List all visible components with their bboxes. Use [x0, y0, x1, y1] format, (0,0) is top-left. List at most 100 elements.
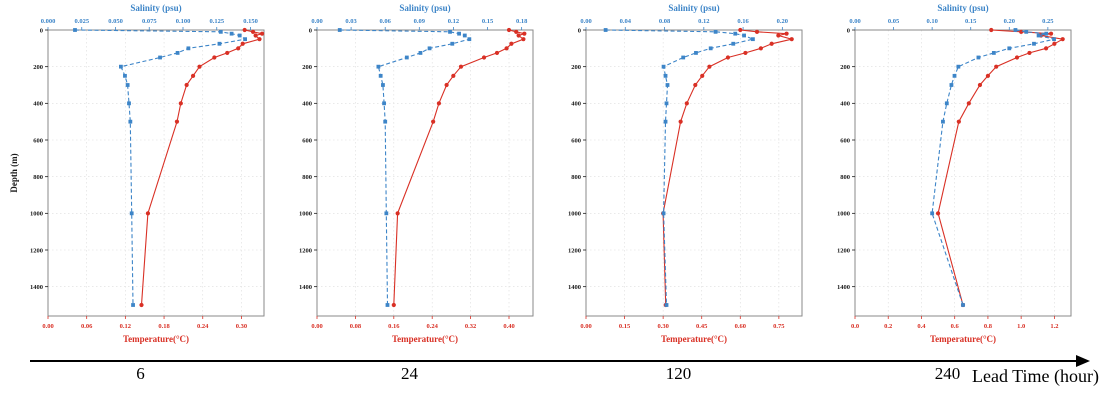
salinity-tick-label: 0.20 [777, 18, 788, 25]
temperature-tick-label: 0.00 [42, 323, 53, 330]
salinity-tick-label: 0.10 [926, 18, 937, 25]
salinity-marker [731, 41, 736, 46]
temperature-marker [684, 101, 689, 106]
temperature-marker [236, 46, 241, 51]
temperature-marker [678, 119, 683, 124]
depth-tick-label: 1400 [568, 284, 581, 291]
salinity-tick-label: 0.15 [965, 18, 977, 25]
temperature-marker [1019, 29, 1024, 34]
depth-tick-label: 800 [571, 174, 581, 181]
depth-tick-label: 800 [33, 174, 43, 181]
salinity-tick-label: 0.12 [698, 18, 709, 25]
lead-time-label-24: 24 [401, 364, 418, 383]
temperature-tick-label: 0.18 [158, 323, 170, 330]
salinity-tick-label: 0.050 [108, 18, 123, 25]
temperature-marker [521, 37, 526, 42]
temperature-line [662, 29, 792, 306]
temperature-tick-label: 0.15 [619, 323, 631, 330]
temperature-marker [174, 119, 180, 124]
salinity-tick-label: 0.12 [448, 18, 459, 25]
temperature-tick-label: 0.00 [580, 323, 591, 330]
temperature-tick-label: 0.4 [917, 323, 926, 330]
salinity-marker [713, 29, 718, 34]
salinity-tick-label: 0.100 [176, 18, 191, 25]
salinity-marker [661, 211, 666, 216]
temperature-tick-label: 0.00 [311, 323, 322, 330]
salinity-marker [976, 55, 981, 60]
temperature-marker [436, 101, 442, 106]
temperature-tick-label: 0.40 [503, 323, 514, 330]
temperature-tick-label: 0.6 [951, 323, 960, 330]
salinity-marker [742, 33, 746, 38]
salinity-marker [661, 64, 666, 69]
lead-time-axis: 6 24 120 240 Lead Time (hour) [0, 354, 1101, 400]
depth-tick-label: 200 [302, 64, 312, 71]
temperature-marker [693, 82, 698, 88]
depth-tick-label: 1000 [30, 211, 43, 218]
temperature-tick-label: 0.24 [197, 323, 209, 330]
salinity-tick-label: 0.16 [737, 18, 749, 25]
temperature-marker [145, 211, 151, 216]
temperature-marker [1052, 41, 1057, 46]
salinity-tick-label: 0.09 [414, 18, 426, 25]
depth-tick-label: 1200 [30, 247, 43, 254]
temperature-marker [789, 37, 794, 42]
temperature-marker [190, 73, 196, 78]
temperature-tick-label: 0.06 [81, 323, 93, 330]
depth-tick-label: 1200 [837, 247, 850, 254]
temperature-axis-title: Temperature(°C) [661, 334, 727, 344]
salinity-marker [131, 303, 135, 307]
salinity-tick-label: 0.06 [380, 18, 392, 25]
depth-tick-label: 800 [302, 174, 312, 181]
salinity-tick-label: 0.18 [516, 18, 528, 25]
depth-tick-label: 1000 [568, 211, 581, 218]
salinity-marker [1013, 28, 1018, 32]
temperature-marker [1048, 31, 1054, 36]
temperature-marker [1043, 46, 1049, 51]
temperature-marker [506, 27, 512, 33]
depth-tick-label: 1000 [299, 211, 312, 218]
depth-tick-label: 1400 [299, 284, 312, 291]
temperature-marker [725, 55, 731, 60]
salinity-tick-label: 0.04 [620, 18, 632, 25]
salinity-marker [603, 28, 608, 32]
arrow-head-icon [1076, 355, 1090, 367]
salinity-marker [383, 119, 388, 124]
salinity-marker [1052, 37, 1056, 42]
depth-tick-label: 400 [302, 101, 312, 108]
salinity-axis-title: Salinity (psu) [130, 3, 181, 13]
salinity-marker [1036, 33, 1041, 38]
salinity-marker [418, 51, 423, 55]
salinity-marker [229, 31, 234, 36]
temperature-marker [257, 37, 262, 42]
salinity-marker [952, 73, 957, 78]
salinity-marker [1024, 29, 1029, 34]
salinity-marker [663, 73, 668, 78]
lead-time-labels: 6 24 120 240 [8, 364, 1080, 384]
salinity-marker [956, 64, 961, 69]
temperature-marker [700, 73, 705, 78]
salinity-marker [217, 41, 222, 46]
depth-tick-label: 600 [33, 137, 43, 144]
temperature-marker [707, 64, 712, 69]
depth-tick-label: 400 [33, 101, 43, 108]
salinity-marker [186, 46, 191, 51]
temperature-marker [451, 73, 456, 78]
salinity-tick-label: 0.03 [345, 18, 357, 25]
temperature-marker [776, 33, 781, 38]
temperature-marker [184, 82, 189, 88]
salinity-marker [665, 83, 670, 87]
salinity-tick-label: 0.075 [142, 18, 157, 25]
temperature-tick-label: 0.0 [851, 323, 859, 330]
temperature-marker [743, 50, 748, 56]
lead-time-label-240: 240 [934, 364, 961, 383]
salinity-marker [949, 83, 954, 87]
depth-tick-label: 200 [840, 64, 850, 71]
lead-time-axis-arrow [30, 355, 1090, 367]
salinity-marker [462, 33, 467, 38]
salinity-marker [751, 37, 755, 42]
temperature-line [393, 29, 527, 306]
temperature-marker [197, 64, 202, 69]
temperature-tick-label: 1.2 [1050, 323, 1058, 330]
salinity-marker [694, 51, 698, 55]
